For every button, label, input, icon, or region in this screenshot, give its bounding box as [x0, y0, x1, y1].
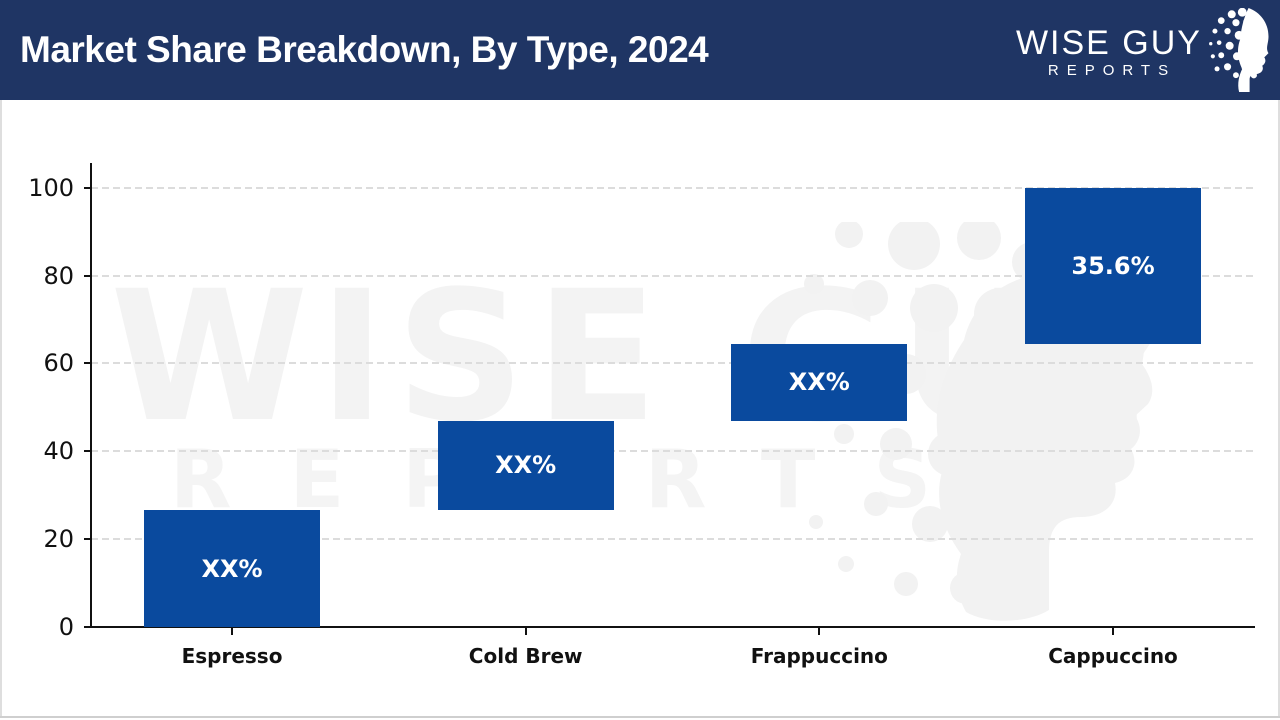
y-axis-tick: [84, 362, 92, 365]
y-axis-tick-label: 20: [43, 525, 74, 554]
logo-text: WISE GUY REPORTS: [1016, 26, 1202, 78]
x-axis-label: Cappuccino: [1048, 644, 1178, 668]
y-axis-tick: [84, 538, 92, 541]
gridline: [91, 450, 1255, 453]
bar: [731, 344, 908, 421]
gridline: [91, 538, 1255, 541]
page-title: Market Share Breakdown, By Type, 2024: [20, 29, 709, 70]
x-axis-label: Frappuccino: [750, 644, 888, 668]
bar: [1025, 187, 1201, 345]
y-axis-tick-label: 80: [43, 261, 74, 290]
bottom-divider: [0, 716, 1280, 718]
x-axis-tick: [231, 627, 233, 635]
wise-guy-logo: WISE GUY REPORTS: [1016, 7, 1270, 96]
y-axis-tick-label: 40: [43, 437, 74, 466]
bar: [144, 510, 320, 627]
gridline: [91, 362, 1255, 365]
y-axis-tick: [84, 274, 92, 277]
y-axis-line: [90, 163, 92, 628]
chart-canvas: WISE GUY REPORTS: [0, 100, 1280, 716]
x-axis-tick: [1112, 627, 1114, 635]
logo-wordmark: WISE GUY: [1015, 24, 1202, 62]
bar-value-label: XX%: [201, 554, 263, 583]
y-axis-tick: [84, 626, 92, 628]
x-axis-line: [90, 626, 1255, 628]
y-axis-tick: [84, 450, 92, 453]
gridline: [91, 274, 1255, 277]
x-axis-tick: [524, 627, 527, 635]
logo-subtitle: REPORTS: [1047, 62, 1177, 79]
bar-value-label: XX%: [495, 451, 557, 480]
plot-region: 0 20 40 60 80 100 XX% Espresso XX% Cold Brew XX% Fr…: [2, 100, 1278, 716]
x-axis-tick: [818, 627, 821, 635]
header-bar: Market Share Breakdown, By Type, 2024 WI…: [0, 0, 1280, 100]
y-axis-tick: [84, 186, 92, 189]
x-axis-label: Cold Brew: [468, 644, 583, 668]
gridline: [91, 186, 1255, 189]
x-axis-label: Espresso: [181, 644, 283, 668]
y-axis-tick-label: 60: [43, 349, 74, 378]
wise-guy-head-logo-icon: [1204, 7, 1270, 96]
bar: [437, 420, 614, 511]
y-axis-tick-label: 0: [58, 613, 74, 641]
bar-value-label: 35.6%: [1071, 251, 1155, 280]
y-axis-tick-label: 100: [28, 173, 74, 202]
bar-value-label: XX%: [788, 368, 850, 397]
